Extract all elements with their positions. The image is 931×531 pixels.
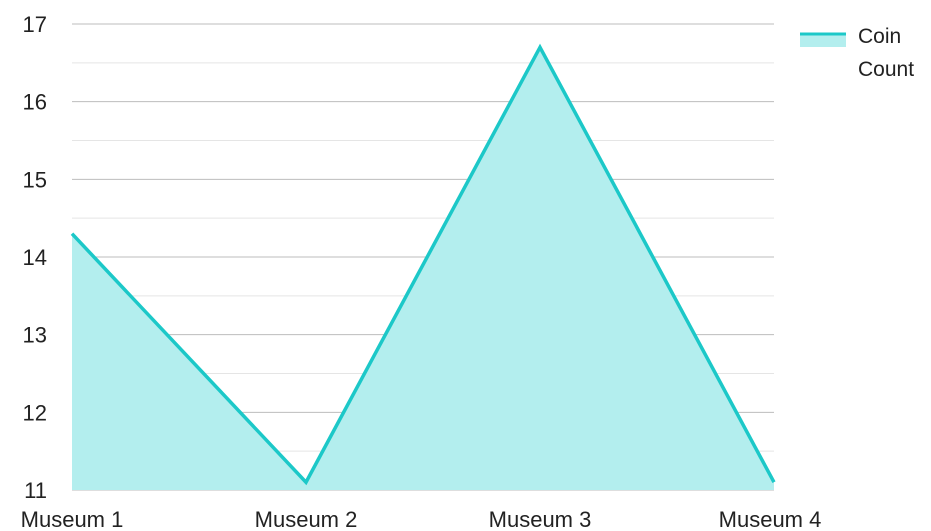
series-area (70, 43, 776, 491)
y-tick-label: 16 (23, 90, 47, 115)
x-tick-label: Museum 2 (255, 507, 358, 531)
y-tick-label: 14 (23, 245, 47, 270)
x-tick-label: Museum 4 (719, 507, 822, 531)
x-tick-label: Museum 1 (21, 507, 124, 531)
x-tick-label: Museum 3 (489, 507, 592, 531)
legend-label-line-1: Coin (858, 25, 901, 48)
y-tick-label: 13 (23, 323, 47, 348)
legend: Coin Count (800, 25, 914, 81)
y-tick-label: 12 (23, 400, 47, 425)
y-axis-ticks: 11 12 13 14 15 16 17 (23, 12, 47, 503)
x-axis-ticks: Museum 1 Museum 2 Museum 3 Museum 4 (21, 507, 822, 531)
legend-swatch (800, 33, 846, 47)
legend-label-line-2: Count (858, 58, 914, 81)
y-tick-label: 15 (23, 167, 47, 192)
series-line (70, 43, 776, 486)
area-fill (72, 47, 774, 491)
y-tick-label: 17 (23, 12, 47, 37)
y-tick-label: 11 (24, 478, 47, 503)
